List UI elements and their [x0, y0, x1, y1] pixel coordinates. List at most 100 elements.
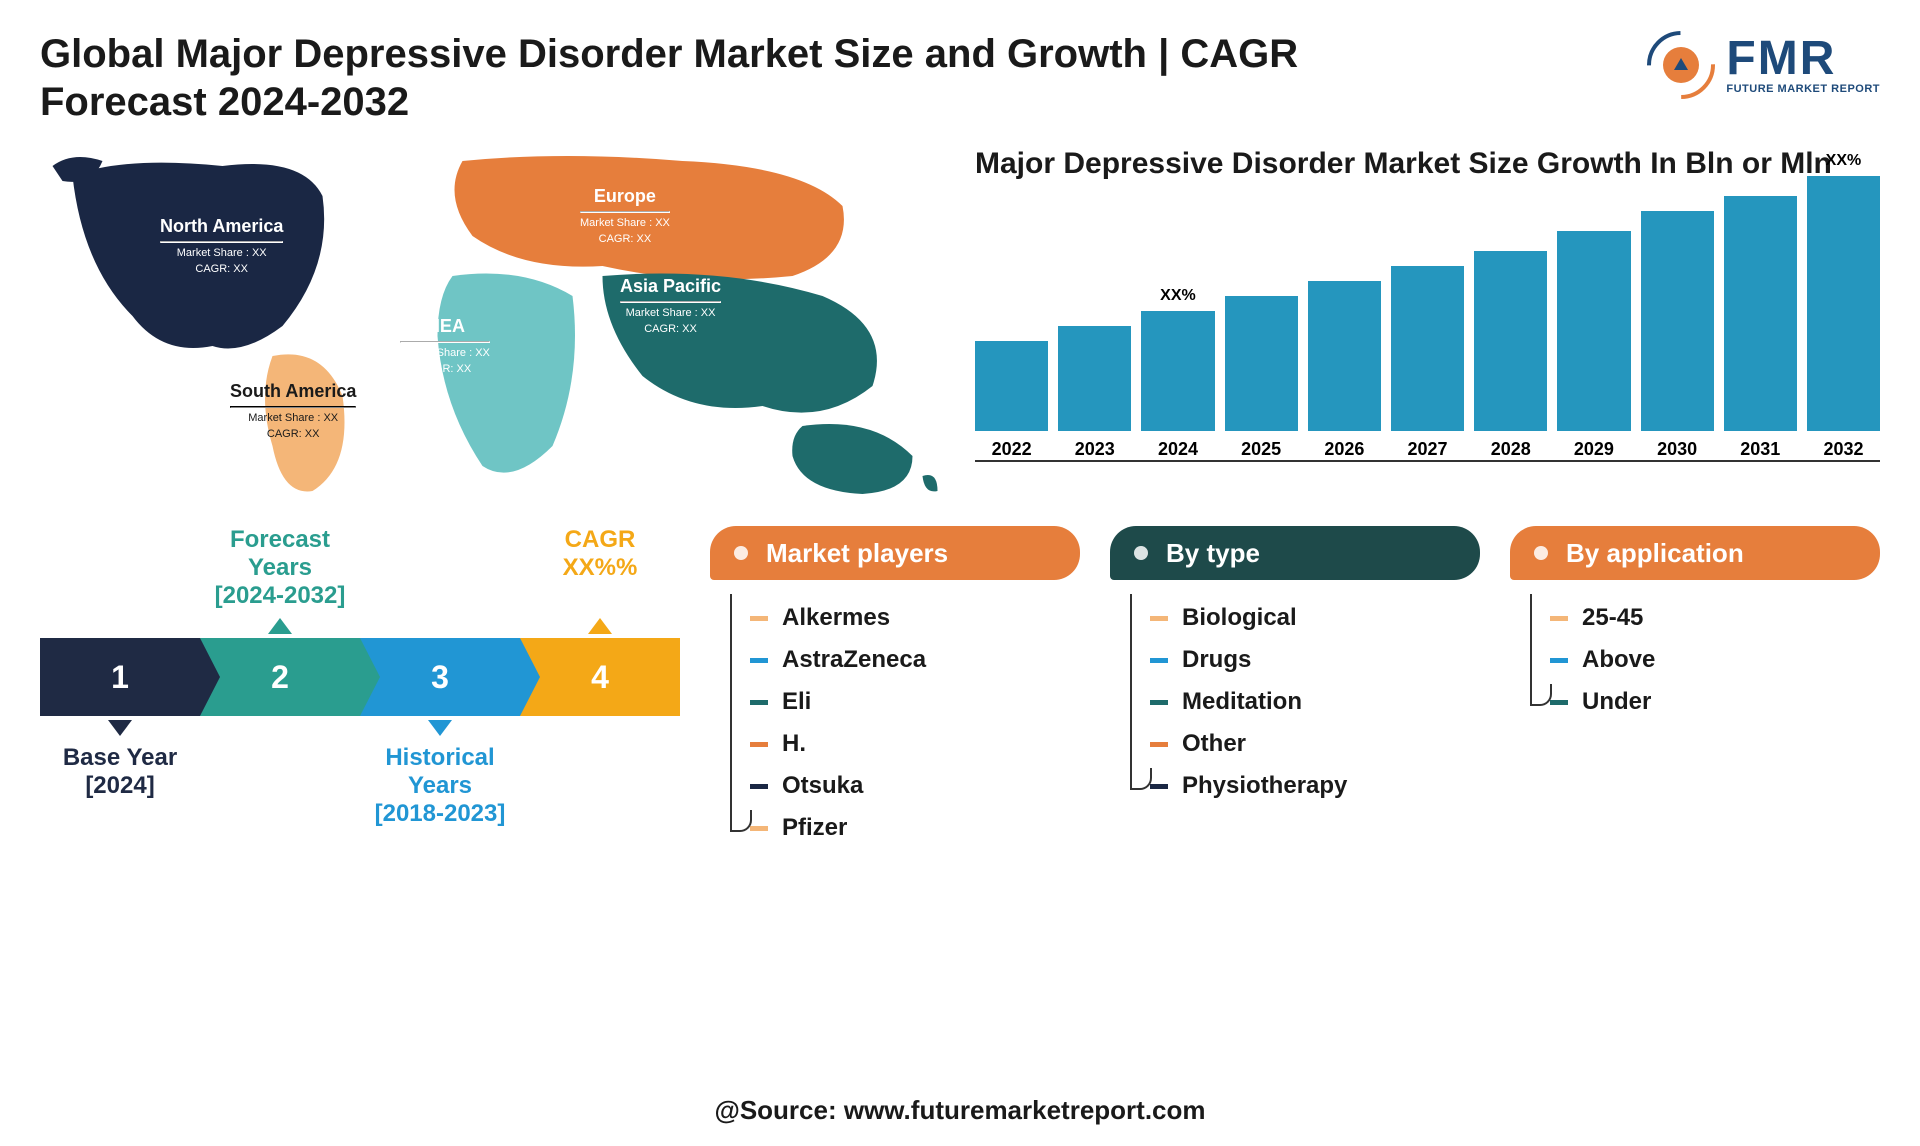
bar: [1141, 311, 1214, 431]
region-na-share: Market Share : XX: [160, 247, 283, 259]
item-label: Other: [1182, 730, 1246, 758]
bullet-icon: [750, 784, 768, 789]
category-header: By type: [1110, 526, 1480, 580]
bar-wrap: 2027: [1391, 266, 1464, 460]
logo-icon: [1646, 30, 1716, 100]
region-na-cagr: CAGR: XX: [160, 263, 283, 275]
bullet-icon: [1534, 546, 1548, 560]
bar: [1807, 176, 1880, 431]
bar-year-label: 2032: [1823, 439, 1863, 460]
item-label: AstraZeneca: [782, 646, 926, 674]
bar-year-label: 2031: [1740, 439, 1780, 460]
bar: [1557, 231, 1630, 431]
list-item: Physiotherapy: [1150, 772, 1480, 800]
category-header: Market players: [710, 526, 1080, 580]
world-map: North America Market Share : XX CAGR: XX…: [40, 146, 945, 496]
bar: [1058, 326, 1131, 431]
region-sa-cagr: CAGR: XX: [230, 428, 356, 440]
main-row: North America Market Share : XX CAGR: XX…: [40, 146, 1880, 496]
bullet-icon: [750, 742, 768, 747]
list-item: 25-45: [1550, 604, 1880, 632]
item-label: Drugs: [1182, 646, 1251, 674]
list-item: Otsuka: [750, 772, 1080, 800]
arrow-down-icon: [428, 720, 452, 736]
bullet-icon: [1550, 700, 1568, 705]
logo: FMR FUTURE MARKET REPORT: [1646, 30, 1880, 100]
region-mea-name: MEA: [425, 316, 465, 336]
bar: [1474, 251, 1547, 431]
bar-wrap: 2026: [1308, 281, 1381, 460]
item-label: Under: [1582, 688, 1651, 716]
item-label: 25-45: [1582, 604, 1643, 632]
region-sa-name: South America: [230, 381, 356, 401]
region-eu-name: Europe: [594, 186, 656, 206]
list-item: Eli: [750, 688, 1080, 716]
bullet-icon: [750, 700, 768, 705]
item-label: H.: [782, 730, 806, 758]
bar: [1724, 196, 1797, 431]
bar-year-label: 2024: [1158, 439, 1198, 460]
bar: [1308, 281, 1381, 431]
bar-chart-section: Major Depressive Disorder Market Size Gr…: [975, 146, 1880, 496]
bullet-icon: [1134, 546, 1148, 560]
timeline-label: CAGRXX%%: [520, 526, 680, 610]
bar-year-label: 2028: [1491, 439, 1531, 460]
list-item: Drugs: [1150, 646, 1480, 674]
bar-wrap: 2023: [1058, 326, 1131, 460]
bar-wrap: 2030: [1641, 211, 1714, 460]
region-na-name: North America: [160, 216, 283, 236]
bar-chart: 2022 2023 XX%20242025 2026 2027 2028 2029 2030 2…: [975, 202, 1880, 462]
arrow-up-icon: [268, 618, 292, 634]
list-item: Above: [1550, 646, 1880, 674]
bar-wrap: XX%2024: [1141, 311, 1214, 460]
region-ap-name: Asia Pacific: [620, 276, 721, 296]
category-column: By application 25-45 Above Under: [1510, 526, 1880, 856]
item-label: Above: [1582, 646, 1655, 674]
timeline-label: Forecast Years[2024-2032]: [200, 526, 360, 610]
bar-wrap: 2029: [1557, 231, 1630, 460]
bar-year-label: 2030: [1657, 439, 1697, 460]
item-label: Eli: [782, 688, 811, 716]
list-item: AstraZeneca: [750, 646, 1080, 674]
item-label: Biological: [1182, 604, 1297, 632]
bullet-icon: [1550, 658, 1568, 663]
category-list: Alkermes AstraZeneca Eli H. Otsuka Pfizer: [710, 604, 1080, 842]
timeline-bot-arrows: [40, 720, 680, 736]
timeline-top-labels: Forecast Years[2024-2032] CAGRXX%%: [40, 526, 680, 610]
bar-year-label: 2022: [992, 439, 1032, 460]
bar-wrap: 2031: [1724, 196, 1797, 460]
category-header: By application: [1510, 526, 1880, 580]
region-sa: South America Market Share : XX CAGR: XX: [230, 381, 356, 440]
region-sa-share: Market Share : XX: [230, 412, 356, 424]
logo-sub: FUTURE MARKET REPORT: [1726, 83, 1880, 95]
bar-wrap: 2025: [1225, 296, 1298, 460]
bullet-icon: [1150, 658, 1168, 663]
timeline-segment: 3: [360, 638, 520, 716]
category-column: Market players Alkermes AstraZeneca Eli H. Ot…: [710, 526, 1080, 856]
bar-year-label: 2027: [1408, 439, 1448, 460]
category-title: By type: [1166, 538, 1260, 569]
bar-wrap: 2028: [1474, 251, 1547, 460]
arrow-up-icon: [588, 618, 612, 634]
timeline-segment: 1: [40, 638, 200, 716]
list-item: Pfizer: [750, 814, 1080, 842]
bullet-icon: [750, 658, 768, 663]
category-title: Market players: [766, 538, 948, 569]
region-mea: MEA Market Share : XX CAGR: XX: [400, 316, 490, 375]
bullet-icon: [1150, 700, 1168, 705]
list-item: H.: [750, 730, 1080, 758]
bullet-icon: [1550, 616, 1568, 621]
region-na: North America Market Share : XX CAGR: XX: [160, 216, 283, 275]
bar-year-label: 2026: [1324, 439, 1364, 460]
list-item: Alkermes: [750, 604, 1080, 632]
arrow-down-icon: [108, 720, 132, 736]
category-list: BiologicalDrugsMeditationOtherPhysiother…: [1110, 604, 1480, 800]
region-mea-share: Market Share : XX: [400, 347, 490, 359]
region-eu-share: Market Share : XX: [580, 217, 670, 229]
bar-year-label: 2023: [1075, 439, 1115, 460]
timeline-bot-labels: Base Year[2024] Historical Years[2018-20…: [40, 744, 680, 828]
timeline-label: Base Year[2024]: [40, 744, 200, 828]
bar: [1391, 266, 1464, 431]
category-list: 25-45 Above Under: [1510, 604, 1880, 716]
list-item: Other: [1150, 730, 1480, 758]
